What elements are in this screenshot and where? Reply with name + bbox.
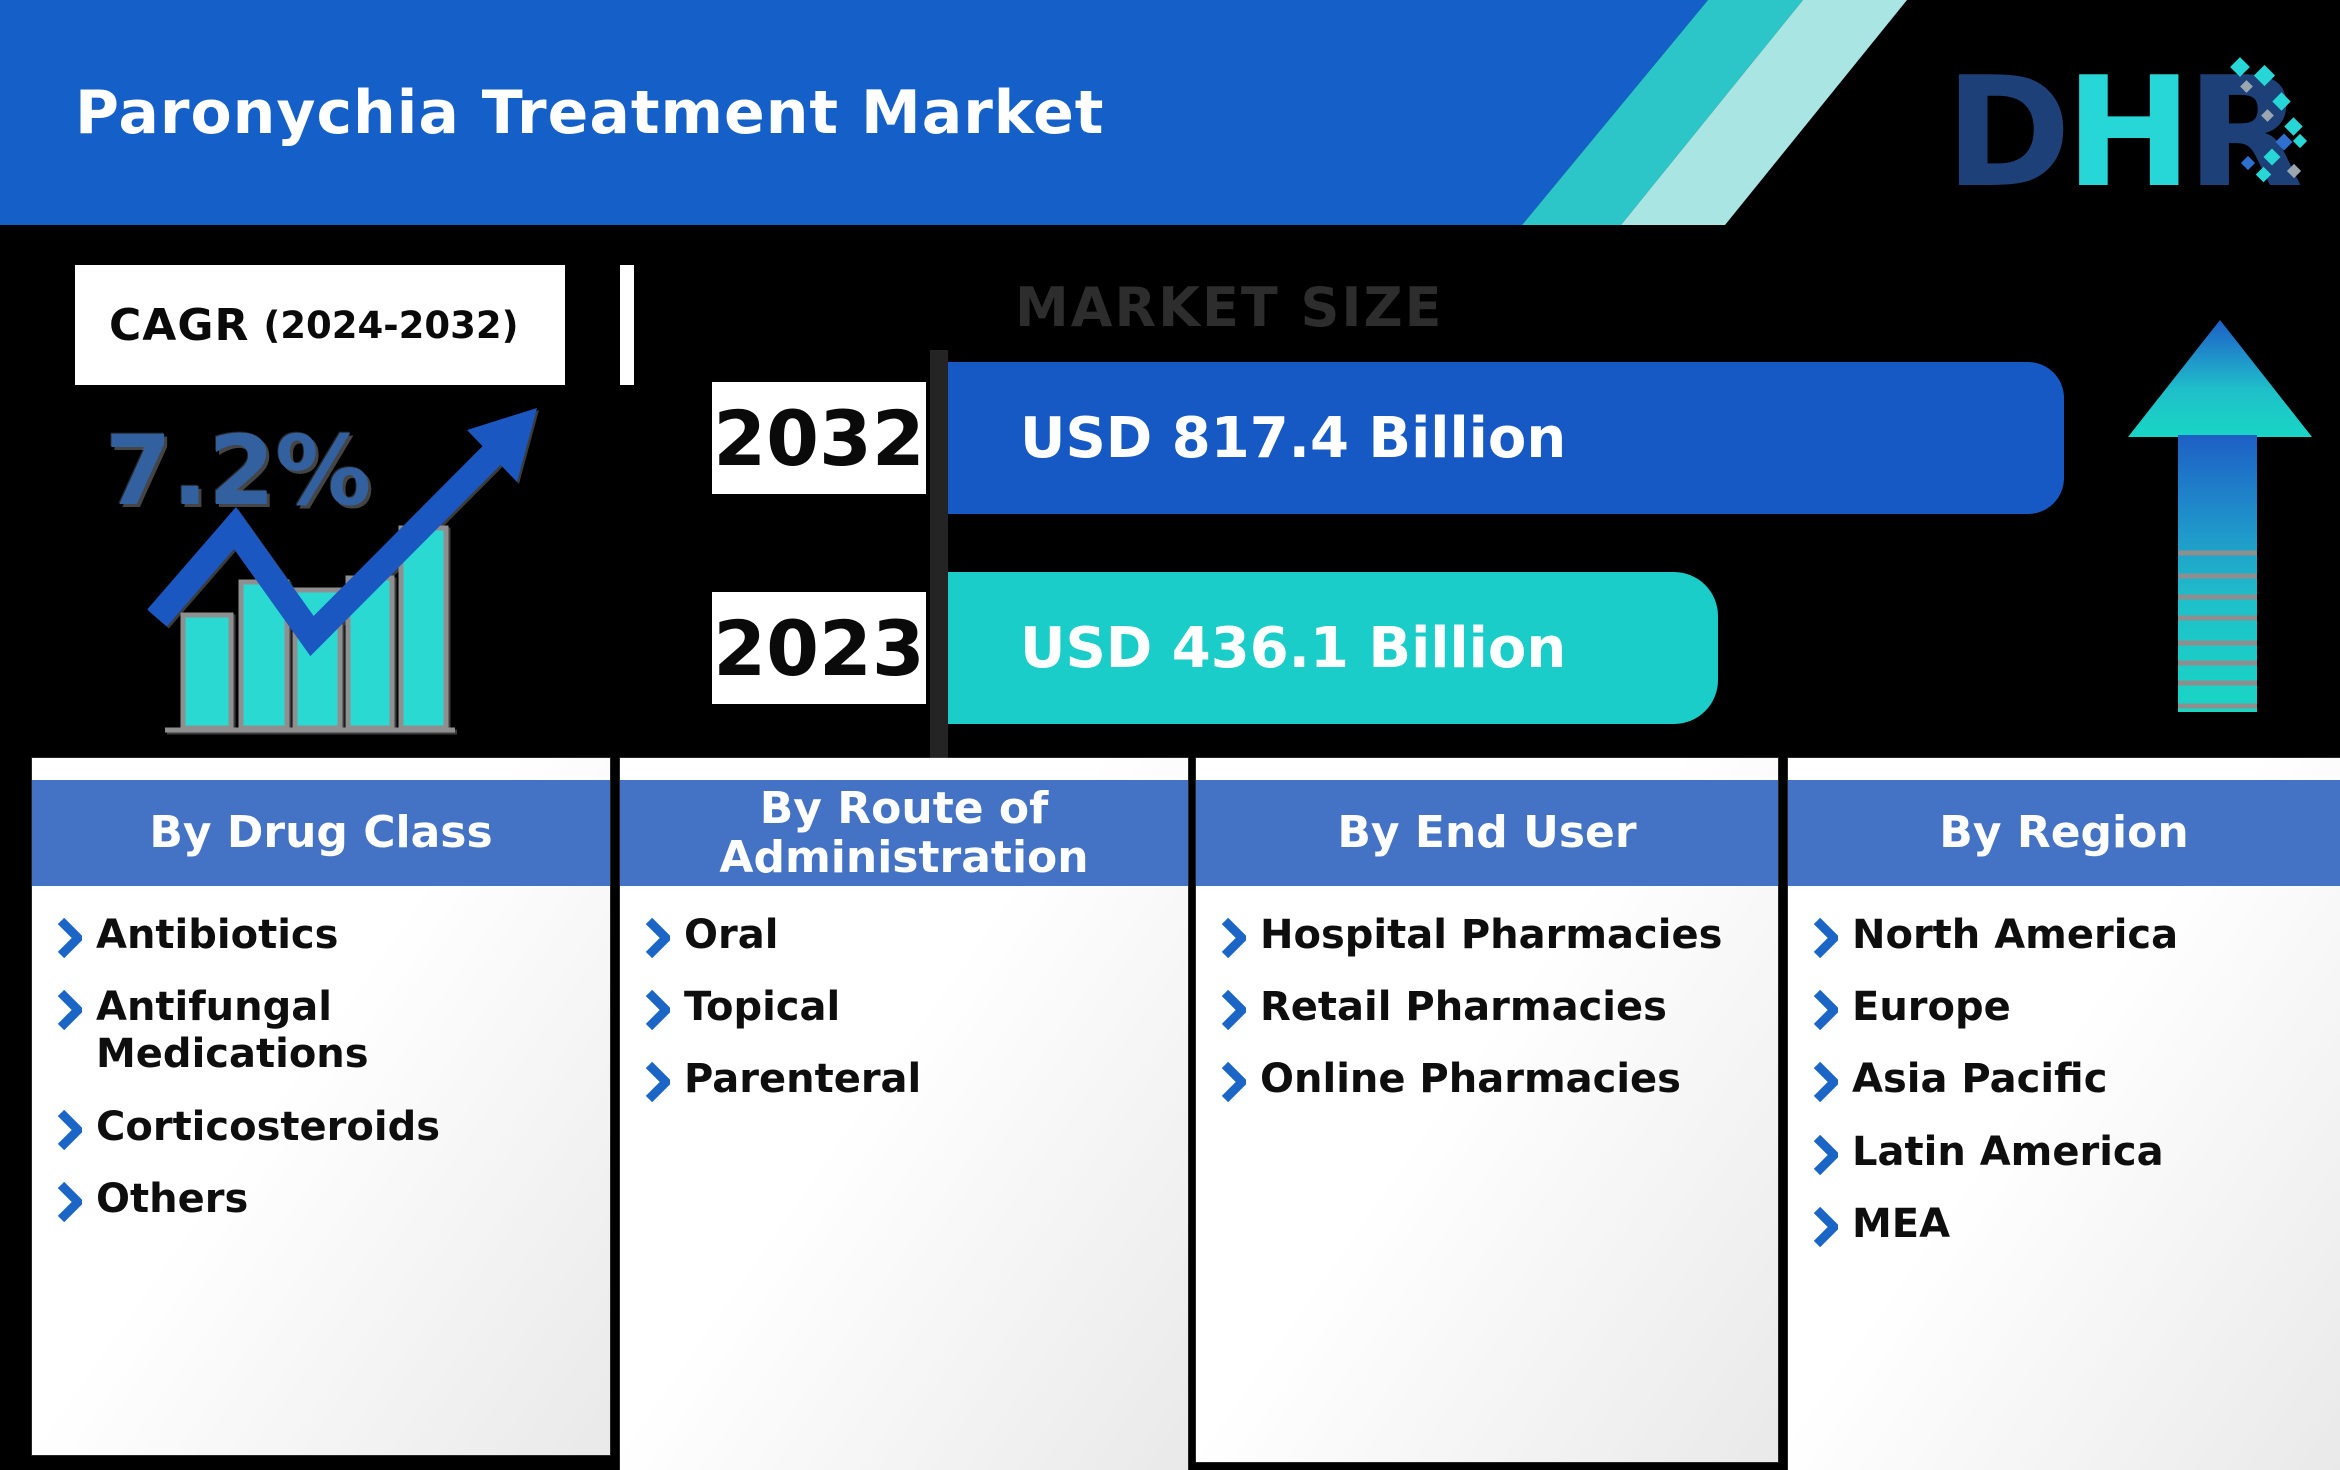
segment-item-label: Corticosteroids	[96, 1103, 441, 1150]
page-title: Paronychia Treatment Market	[75, 77, 1105, 148]
chevron-right-icon	[645, 1062, 670, 1103]
segment-item: MEA	[1812, 1201, 2330, 1248]
chevron-right-icon	[1813, 918, 1838, 958]
segment-item-label: Antibiotics	[96, 912, 339, 958]
segment-item-label: Hospital Pharmacies	[1260, 912, 1723, 958]
segment-title: By Drug Class	[149, 807, 493, 859]
cagr-period: (2024-2032)	[263, 303, 519, 347]
segment-title: By End User	[1337, 807, 1637, 859]
chevron-right-icon	[1221, 918, 1246, 958]
segment-item-list: Oral Topical Parenteral	[620, 886, 1188, 1104]
market-size-row: 2032 USD 817.4 Billion	[712, 362, 2064, 514]
segment-item: Asia Pacific	[1812, 1056, 2330, 1103]
logo-letter-h: H	[2065, 44, 2192, 221]
year-label: 2032	[712, 382, 926, 494]
segment-header: By Route of Administration	[620, 780, 1188, 886]
chevron-right-icon	[1813, 1062, 1838, 1103]
market-size-bar: USD 817.4 Billion	[948, 362, 2064, 514]
chevron-right-icon	[57, 1181, 82, 1222]
segment-item-label: Others	[96, 1175, 249, 1222]
segment-item-label: Retail Pharmacies	[1260, 984, 1667, 1031]
cagr-box: CAGR (2024-2032)	[75, 265, 565, 385]
segment-item-label: Topical	[684, 984, 841, 1031]
dhr-logo: DHR	[1945, 50, 2340, 220]
chevron-right-icon	[645, 918, 670, 958]
year-label: 2023	[712, 592, 926, 704]
segment-item-list: Antibiotics Antifungal Medications Corti…	[32, 886, 610, 1223]
chevron-right-icon	[1221, 1062, 1246, 1103]
segment-panel-4: By Region North America Europe Asia Paci…	[1787, 757, 2340, 1470]
chevron-right-icon	[57, 990, 82, 1031]
segment-item: Latin America	[1812, 1129, 2330, 1176]
segment-item: Hospital Pharmacies	[1220, 912, 1768, 959]
chevron-right-icon	[1813, 990, 1838, 1031]
market-size-bar: USD 436.1 Billion	[948, 572, 1718, 724]
chart-axis-line	[930, 350, 948, 758]
bar-value-label: USD 817.4 Billion	[1020, 405, 1567, 471]
segment-item: Others	[56, 1176, 600, 1223]
segment-panel-1: By Drug Class Antibiotics Antifungal Med…	[31, 757, 611, 1456]
segment-header: By Region	[1788, 780, 2340, 886]
logo-letter-d: D	[1945, 44, 2071, 221]
segment-item-list: North America Europe Asia Pacific Latin …	[1788, 886, 2340, 1248]
segment-item-list: Hospital Pharmacies Retail Pharmacies On…	[1196, 886, 1778, 1104]
segment-item: Europe	[1812, 984, 2330, 1031]
segment-item-label: MEA	[1852, 1200, 1951, 1247]
segment-item-label: Online Pharmacies	[1260, 1056, 1681, 1103]
segment-item: North America	[1812, 912, 2330, 959]
segment-item: Corticosteroids	[56, 1104, 600, 1151]
segment-panel-3: By End User Hospital Pharmacies Retail P…	[1195, 757, 1779, 1463]
chevron-right-icon	[57, 918, 82, 958]
segment-item-label: Europe	[1852, 984, 2011, 1031]
growth-arrow-icon	[2128, 320, 2312, 712]
segment-item: Retail Pharmacies	[1220, 984, 1768, 1031]
segment-item: Online Pharmacies	[1220, 1056, 1768, 1103]
chevron-right-icon	[645, 990, 670, 1031]
chevron-right-icon	[57, 1109, 82, 1150]
cagr-label: CAGR	[109, 299, 250, 351]
chevron-right-icon	[1813, 1206, 1838, 1247]
segment-item: Parenteral	[644, 1056, 1178, 1103]
white-sliver	[620, 265, 634, 385]
segment-item: Antifungal Medications	[56, 984, 600, 1078]
header-stripes	[0, 0, 1907, 225]
logo-letter-r: R	[2186, 44, 2303, 221]
segment-item: Topical	[644, 984, 1178, 1031]
header-band: Paronychia Treatment Market DHR	[0, 0, 2340, 225]
segment-item: Antibiotics	[56, 912, 600, 959]
segment-item-label: Latin America	[1852, 1128, 2164, 1175]
chevron-right-icon	[1813, 1134, 1838, 1175]
segment-item-label: Antifungal Medications	[96, 984, 369, 1078]
market-size-title: MARKET SIZE	[1015, 276, 1444, 339]
market-size-row: 2023 USD 436.1 Billion	[712, 572, 1718, 724]
segment-item-label: North America	[1852, 912, 2179, 958]
segment-item-label: Oral	[684, 912, 779, 958]
segment-header: By Drug Class	[32, 780, 610, 886]
chevron-right-icon	[1221, 990, 1246, 1031]
growth-chart-icon	[147, 408, 537, 733]
segment-item-label: Asia Pacific	[1852, 1056, 2108, 1103]
segment-title: By Region	[1939, 807, 2189, 859]
segment-item-label: Parenteral	[684, 1056, 922, 1103]
segment-header: By End User	[1196, 780, 1778, 886]
bar-value-label: USD 436.1 Billion	[1020, 615, 1567, 681]
segment-item: Oral	[644, 912, 1178, 959]
cagr-value: 7.2%	[105, 415, 372, 527]
segment-title: By Route of Administration	[719, 782, 1089, 883]
segment-panel-2: By Route of Administration Oral Topical …	[619, 757, 1189, 1470]
